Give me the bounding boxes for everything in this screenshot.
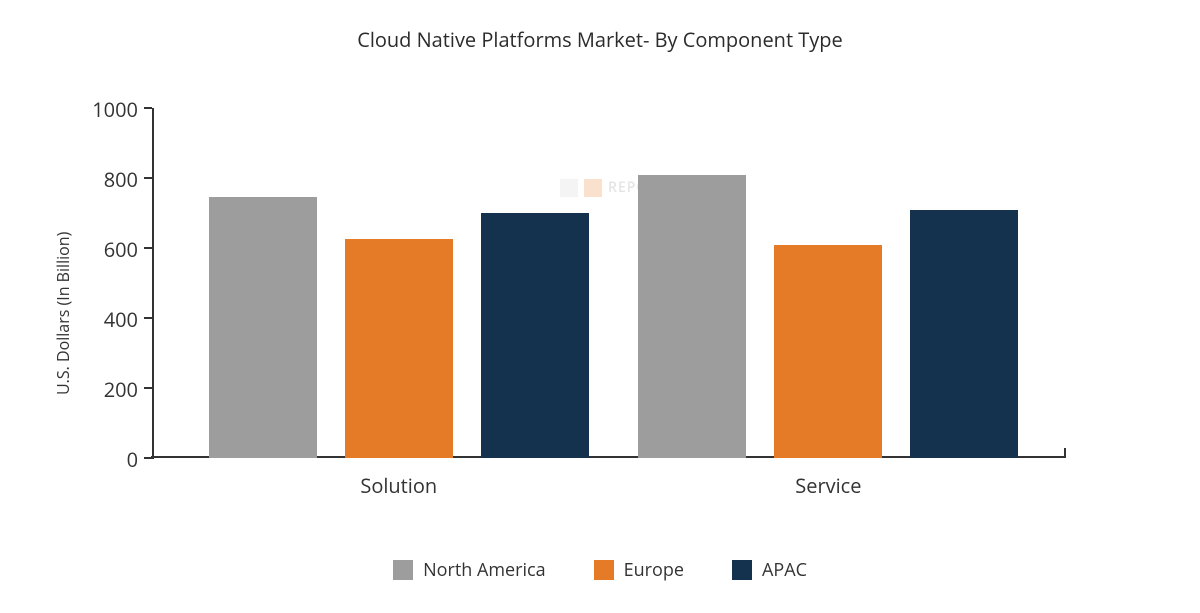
legend-item: APAC bbox=[732, 558, 807, 582]
y-tick bbox=[144, 177, 152, 179]
y-tick bbox=[144, 317, 152, 319]
y-tick-label: 800 bbox=[68, 166, 138, 193]
chart-title: Cloud Native Platforms Market- By Compon… bbox=[0, 26, 1200, 53]
bar bbox=[481, 213, 589, 458]
y-tick-label: 400 bbox=[68, 306, 138, 333]
y-tick bbox=[144, 457, 152, 459]
bar bbox=[345, 239, 453, 458]
chart-container: Cloud Native Platforms Market- By Compon… bbox=[0, 0, 1200, 613]
x-tick-label: Solution bbox=[360, 472, 437, 499]
y-axis-line bbox=[152, 108, 154, 459]
legend-label: Europe bbox=[624, 558, 684, 582]
legend: North America Europe APAC bbox=[0, 558, 1200, 582]
y-tick-label: 200 bbox=[68, 376, 138, 403]
legend-swatch bbox=[732, 560, 752, 580]
x-axis-end-tick bbox=[1064, 448, 1066, 458]
bar bbox=[638, 175, 746, 459]
bar bbox=[910, 210, 1018, 459]
y-tick bbox=[144, 387, 152, 389]
bar bbox=[209, 197, 317, 458]
y-tick-label: 1000 bbox=[68, 96, 138, 123]
legend-item: Europe bbox=[594, 558, 684, 582]
plot-area bbox=[152, 108, 1066, 458]
y-tick bbox=[144, 107, 152, 109]
legend-label: APAC bbox=[762, 558, 807, 582]
legend-swatch bbox=[393, 560, 413, 580]
y-tick bbox=[144, 247, 152, 249]
legend-label: North America bbox=[423, 558, 546, 582]
legend-swatch bbox=[594, 560, 614, 580]
legend-item: North America bbox=[393, 558, 546, 582]
y-tick-label: 600 bbox=[68, 236, 138, 263]
bar bbox=[774, 245, 882, 459]
x-tick-label: Service bbox=[795, 472, 861, 499]
y-tick-label: 0 bbox=[68, 446, 138, 473]
